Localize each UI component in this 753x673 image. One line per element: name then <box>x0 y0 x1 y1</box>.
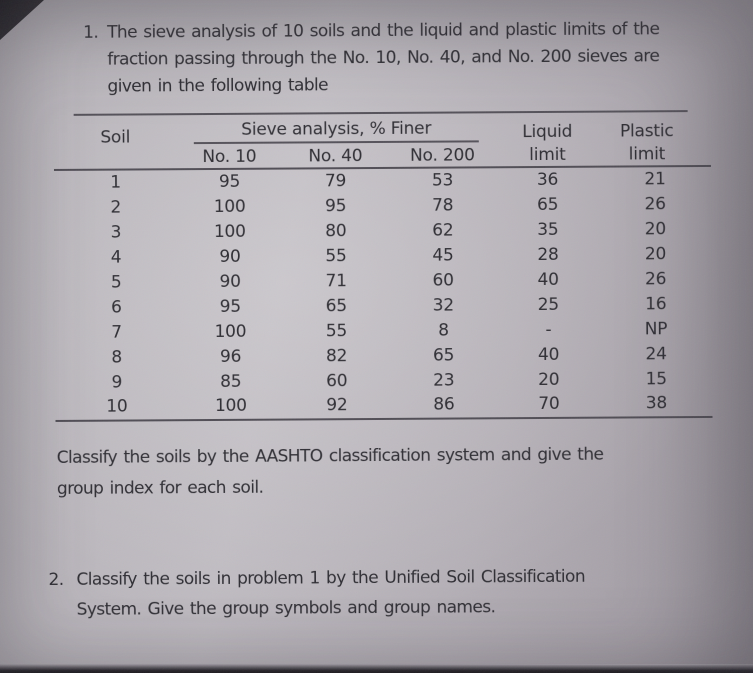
table-header: Soil Sieve analysis, % Finer Liquid Plas… <box>53 112 711 170</box>
no200-percent-cell: 78 <box>432 195 454 216</box>
liquid-limit-cell: 25 <box>537 294 559 315</box>
no200-percent-cell: 32 <box>432 295 454 316</box>
plastic-limit-cell: 24 <box>645 343 667 365</box>
problem-1: 1. The sieve analysis of 10 soils and th… <box>83 16 660 101</box>
soil-id-cell: 10 <box>106 396 128 418</box>
no10-percent-cell: 95 <box>218 172 241 193</box>
aashto-instruction-line: group index for each soil. <box>56 477 264 499</box>
liquid-limit-cell: 70 <box>538 394 560 415</box>
table-body: 1 95 79 53 36 21 2 100 95 78 65 26 <box>54 166 713 421</box>
problem-2-number: 2. <box>48 569 64 591</box>
plastic-limit-cell: 26 <box>644 194 666 215</box>
liquid-limit-cell: 28 <box>537 244 559 266</box>
plastic-limit-cell: 21 <box>644 169 666 190</box>
no10-percent-cell: 90 <box>219 271 241 292</box>
soil-id-cell: 8 <box>111 347 122 368</box>
no40-percent-cell: 65 <box>325 296 347 317</box>
problem-1-line: given in the following table <box>107 75 329 97</box>
no40-percent-cell: 79 <box>324 171 347 192</box>
problem-1-text: The sieve analysis of 10 soils and the l… <box>107 16 660 100</box>
liquid-limit-cell: 40 <box>537 269 559 291</box>
problem-2-text: Classify the soils in problem 1 by the U… <box>76 562 585 625</box>
soil-id-cell: 4 <box>110 247 122 268</box>
no200-percent-cell: 86 <box>433 394 455 416</box>
soil-id-cell: 3 <box>110 222 122 243</box>
photo-bottom-edge <box>0 664 753 673</box>
plastic-limit-cell: NP <box>644 319 668 340</box>
no10-percent-cell: 95 <box>219 296 241 317</box>
plastic-limit-cell: 16 <box>645 294 667 315</box>
no10-percent-cell: 100 <box>214 396 247 417</box>
liquid-limit-cell: 20 <box>538 369 560 390</box>
plastic-limit-cell: 15 <box>645 368 667 389</box>
problem-1-number: 1. <box>83 22 99 43</box>
sieve-group-header-label: Sieve analysis, % Finer <box>193 118 480 145</box>
soil-id-cell: 5 <box>110 272 122 293</box>
problem-2: 2. Classify the soils in problem 1 by th… <box>48 562 585 625</box>
liquid-limit-header-line2: limit <box>495 142 599 168</box>
no40-percent-cell: 95 <box>325 196 347 217</box>
liquid-limit-header-line1: Liquid <box>522 121 573 143</box>
sieve-group-header: Sieve analysis, % Finer <box>177 113 496 145</box>
no10-percent-cell: 90 <box>219 246 241 268</box>
no200-percent-cell: 65 <box>432 345 455 366</box>
no40-percent-cell: 80 <box>325 221 347 242</box>
no200-percent-cell: 23 <box>433 370 455 391</box>
no40-percent-cell: 92 <box>326 395 348 416</box>
plastic-limit-header-line2: limit <box>598 141 711 167</box>
problem-1-line: fraction passing through the No. 10, No.… <box>107 46 660 70</box>
soil-id-cell: 9 <box>111 372 123 393</box>
table-row: 10 100 92 86 70 38 <box>55 391 712 421</box>
no10-percent-cell: 100 <box>213 197 246 218</box>
liquid-limit-cell: 65 <box>537 195 559 216</box>
soil-id-cell: 2 <box>110 197 122 218</box>
liquid-limit-cell: 40 <box>537 344 560 365</box>
plastic-limit-cell: 38 <box>645 393 668 414</box>
no200-column-header: No. 200 <box>388 143 496 168</box>
table-row: 1 95 79 53 36 21 <box>54 166 711 196</box>
plastic-limit-cell: 26 <box>644 269 667 290</box>
no200-percent-cell: 60 <box>432 270 454 291</box>
problem-1-row: 1. The sieve analysis of 10 soils and th… <box>83 16 660 101</box>
sieve-analysis-table: Soil Sieve analysis, % Finer Liquid Plas… <box>53 111 713 422</box>
no10-column-header: No. 10 <box>176 144 282 170</box>
problem-1-line: The sieve analysis of 10 soils and the l… <box>107 19 660 43</box>
no10-percent-cell: 100 <box>214 321 247 342</box>
problem-2-line: Classify the soils in problem 1 by the U… <box>76 566 586 590</box>
aashto-instruction-text: Classify the soils by the AASHTO classif… <box>57 440 604 505</box>
no10-percent-cell: 100 <box>213 222 246 243</box>
plastic-limit-cell: 20 <box>644 219 667 240</box>
table-header-row-1: Soil Sieve analysis, % Finer Liquid Plas… <box>53 112 711 170</box>
liquid-limit-cell: - <box>545 319 552 340</box>
no200-percent-cell: 8 <box>438 320 449 341</box>
problem-2-line: System. Give the group symbols and group… <box>76 597 496 620</box>
plastic-limit-cell: 20 <box>644 244 667 265</box>
aashto-instruction-line: Classify the soils by the AASHTO classif… <box>56 444 604 468</box>
liquid-limit-cell: 36 <box>536 170 559 191</box>
liquid-limit-cell: 35 <box>537 220 559 241</box>
no40-percent-cell: 55 <box>325 246 347 267</box>
soil-column-header: Soil <box>53 115 177 170</box>
soil-id-cell: 1 <box>110 172 121 194</box>
no10-percent-cell: 96 <box>219 346 242 367</box>
no40-percent-cell: 82 <box>325 345 348 366</box>
soil-id-cell: 7 <box>111 322 122 343</box>
plastic-limit-header-line1: Plastic <box>619 121 674 142</box>
no200-percent-cell: 62 <box>432 220 454 241</box>
no200-percent-cell: 45 <box>432 245 454 266</box>
no200-percent-cell: 53 <box>431 170 454 192</box>
no40-percent-cell: 55 <box>325 320 348 342</box>
problem-2-row: 2. Classify the soils in problem 1 by th… <box>48 562 585 625</box>
no40-column-header: No. 40 <box>281 143 389 169</box>
soil-id-cell: 6 <box>110 297 122 318</box>
no40-percent-cell: 60 <box>326 370 348 391</box>
no40-percent-cell: 71 <box>325 271 347 292</box>
no10-percent-cell: 85 <box>220 371 242 392</box>
aashto-instruction: Classify the soils by the AASHTO classif… <box>57 440 604 505</box>
